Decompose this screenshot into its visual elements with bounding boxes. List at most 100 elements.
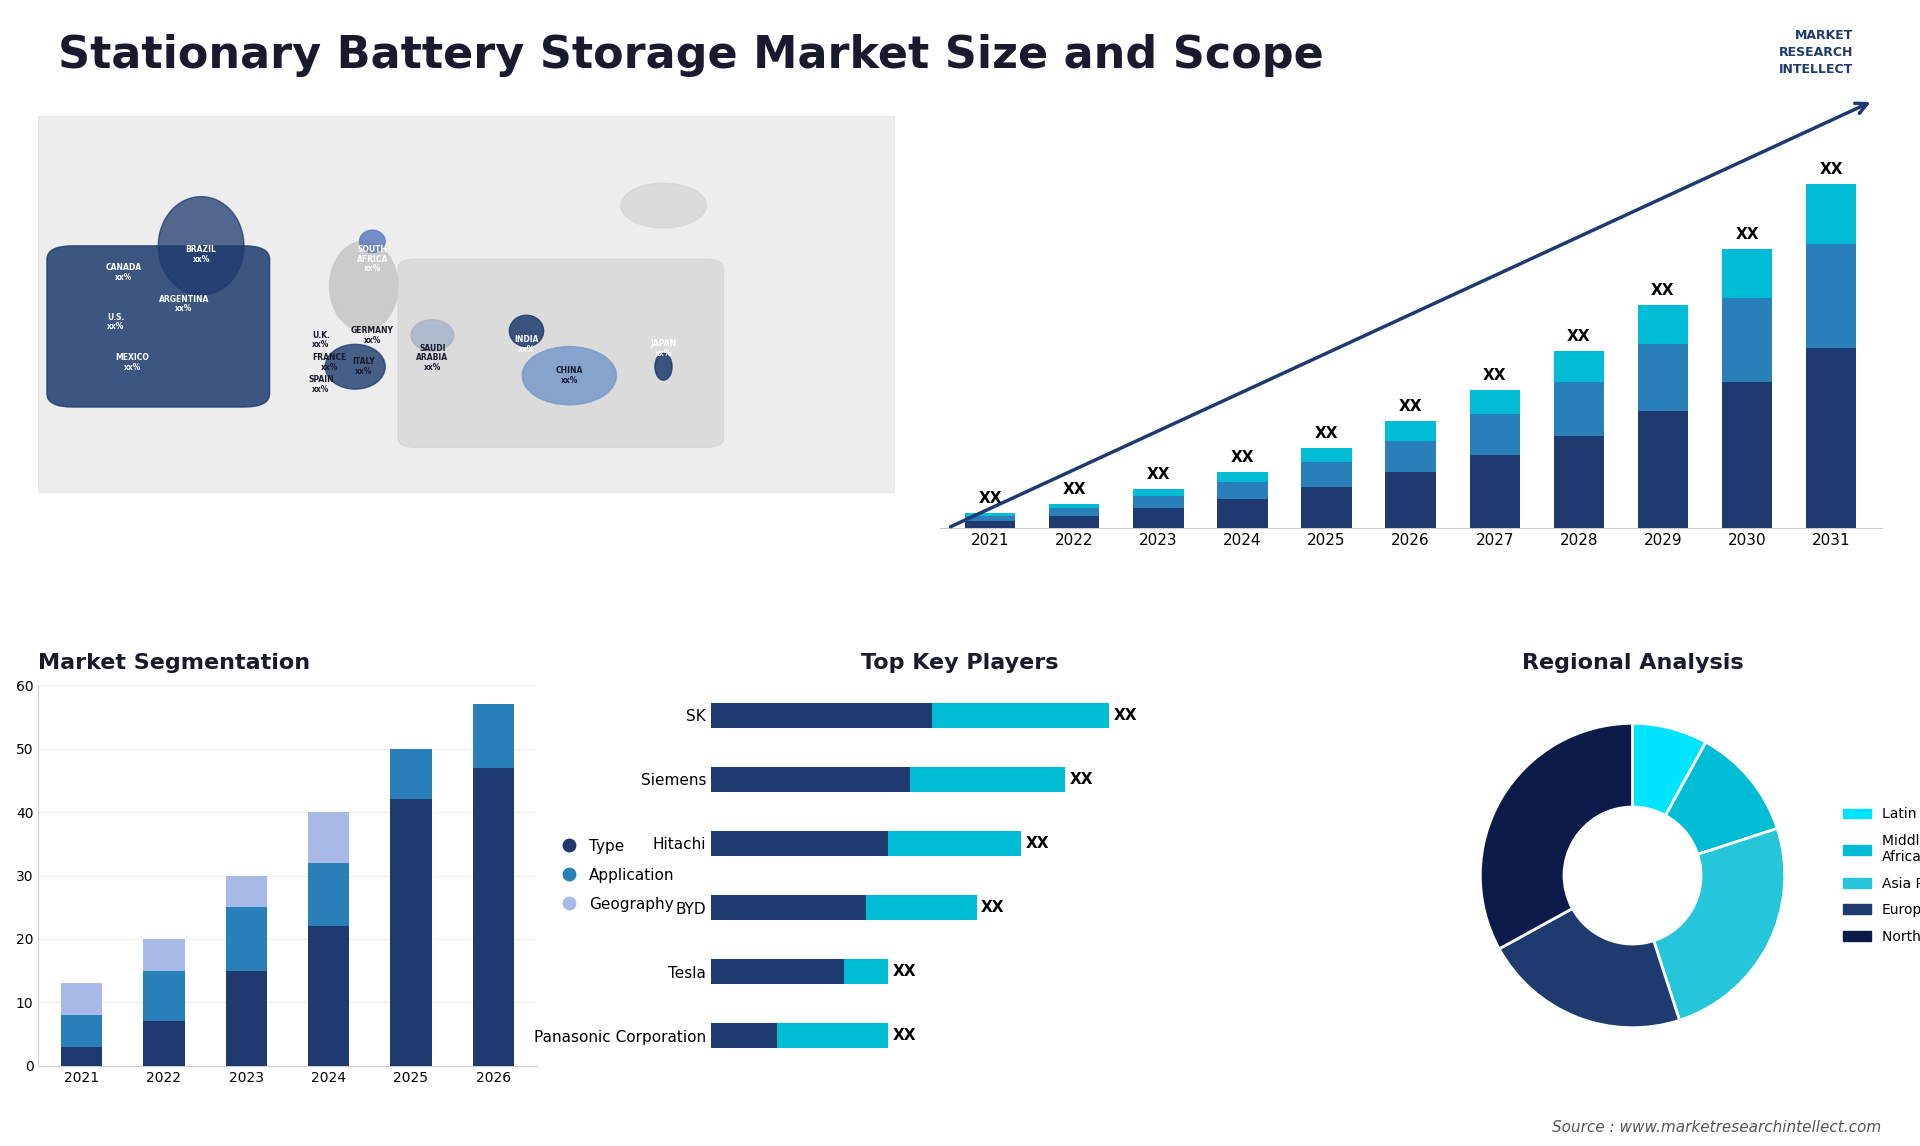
Bar: [61, 1046, 102, 1066]
Text: SPAIN
xx%: SPAIN xx%: [309, 375, 334, 394]
Bar: [144, 971, 184, 1021]
Text: ARGENTINA
xx%: ARGENTINA xx%: [159, 295, 209, 313]
Bar: [307, 926, 349, 1066]
Bar: [1722, 249, 1772, 298]
Bar: [1302, 448, 1352, 463]
Bar: [966, 513, 1016, 516]
FancyBboxPatch shape: [46, 246, 269, 407]
Text: XX: XX: [979, 492, 1002, 507]
FancyBboxPatch shape: [397, 259, 724, 447]
Ellipse shape: [509, 315, 543, 346]
Text: XX: XX: [1482, 368, 1507, 383]
Bar: [227, 971, 267, 1066]
Bar: [710, 702, 933, 728]
Bar: [1638, 411, 1688, 528]
Bar: [227, 908, 267, 971]
Text: XX: XX: [1315, 426, 1338, 441]
Text: SOUTH
AFRICA
xx%: SOUTH AFRICA xx%: [357, 245, 388, 274]
Text: XX: XX: [893, 964, 916, 979]
Bar: [1807, 244, 1857, 348]
Bar: [61, 983, 102, 1015]
Title: Regional Analysis: Regional Analysis: [1523, 652, 1743, 673]
Bar: [1217, 499, 1267, 528]
Bar: [390, 748, 432, 800]
Bar: [1553, 383, 1603, 435]
Bar: [1217, 481, 1267, 499]
Text: U.K.
xx%: U.K. xx%: [313, 330, 330, 350]
Bar: [843, 959, 889, 984]
Text: XX: XX: [893, 1028, 916, 1043]
Text: MEXICO
xx%: MEXICO xx%: [115, 353, 150, 371]
Text: XX: XX: [1820, 162, 1843, 176]
Wedge shape: [1480, 723, 1632, 949]
Wedge shape: [1500, 909, 1680, 1028]
Text: BRAZIL
xx%: BRAZIL xx%: [186, 245, 217, 265]
Bar: [1553, 435, 1603, 528]
Bar: [1722, 383, 1772, 528]
Wedge shape: [1653, 829, 1786, 1020]
Bar: [1217, 472, 1267, 481]
Ellipse shape: [324, 344, 386, 390]
Ellipse shape: [330, 242, 397, 331]
Bar: [933, 702, 1110, 728]
Text: SAUDI
ARABIA
xx%: SAUDI ARABIA xx%: [417, 344, 449, 372]
Bar: [144, 1021, 184, 1066]
Bar: [1048, 516, 1100, 528]
Text: XX: XX: [1025, 835, 1048, 851]
Text: ITALY
xx%: ITALY xx%: [353, 358, 374, 376]
Ellipse shape: [157, 197, 244, 296]
Bar: [889, 831, 1021, 856]
Bar: [910, 767, 1066, 792]
Ellipse shape: [620, 183, 707, 228]
Bar: [966, 520, 1016, 528]
Text: XX: XX: [1114, 708, 1137, 723]
Text: XX: XX: [1567, 329, 1590, 344]
Ellipse shape: [522, 346, 616, 405]
Bar: [390, 800, 432, 1066]
Ellipse shape: [359, 230, 386, 252]
Bar: [472, 705, 515, 768]
Bar: [1386, 422, 1436, 440]
Text: U.S.
xx%: U.S. xx%: [108, 313, 125, 331]
Text: INDIA
xx%: INDIA xx%: [515, 335, 540, 354]
Bar: [144, 939, 184, 971]
Bar: [1553, 351, 1603, 383]
Bar: [778, 1023, 889, 1049]
Bar: [1302, 487, 1352, 528]
Text: XX: XX: [1062, 481, 1087, 496]
Wedge shape: [1665, 743, 1778, 855]
Text: CANADA
xx%: CANADA xx%: [106, 264, 142, 282]
Text: FRANCE
xx%: FRANCE xx%: [313, 353, 348, 371]
Text: Stationary Battery Storage Market Size and Scope: Stationary Battery Storage Market Size a…: [58, 34, 1323, 78]
Bar: [1469, 414, 1521, 455]
Bar: [1048, 509, 1100, 516]
Bar: [710, 831, 889, 856]
Bar: [710, 1023, 778, 1049]
Bar: [1638, 305, 1688, 344]
Bar: [710, 895, 866, 920]
Text: XX: XX: [1146, 468, 1169, 482]
Text: CHINA
xx%: CHINA xx%: [555, 367, 584, 385]
Wedge shape: [1632, 723, 1705, 816]
Bar: [307, 863, 349, 926]
Text: MARKET
RESEARCH
INTELLECT: MARKET RESEARCH INTELLECT: [1778, 29, 1853, 76]
Bar: [1807, 348, 1857, 528]
Text: XX: XX: [1400, 399, 1423, 415]
Bar: [1469, 390, 1521, 414]
Bar: [307, 813, 349, 863]
Bar: [710, 959, 843, 984]
Bar: [1133, 509, 1183, 528]
Bar: [38, 116, 895, 492]
Text: XX: XX: [1231, 450, 1254, 465]
Legend: Type, Application, Geography: Type, Application, Geography: [555, 832, 682, 919]
Bar: [1638, 344, 1688, 411]
Legend: Latin America, Middle East &
Africa, Asia Pacific, Europe, North America: Latin America, Middle East & Africa, Asi…: [1837, 802, 1920, 949]
Ellipse shape: [655, 353, 672, 380]
Bar: [227, 876, 267, 908]
Bar: [1469, 455, 1521, 528]
Bar: [472, 768, 515, 1066]
Bar: [1386, 440, 1436, 472]
Text: XX: XX: [1651, 283, 1674, 298]
Bar: [1302, 463, 1352, 487]
Text: GERMANY
xx%: GERMANY xx%: [351, 327, 394, 345]
